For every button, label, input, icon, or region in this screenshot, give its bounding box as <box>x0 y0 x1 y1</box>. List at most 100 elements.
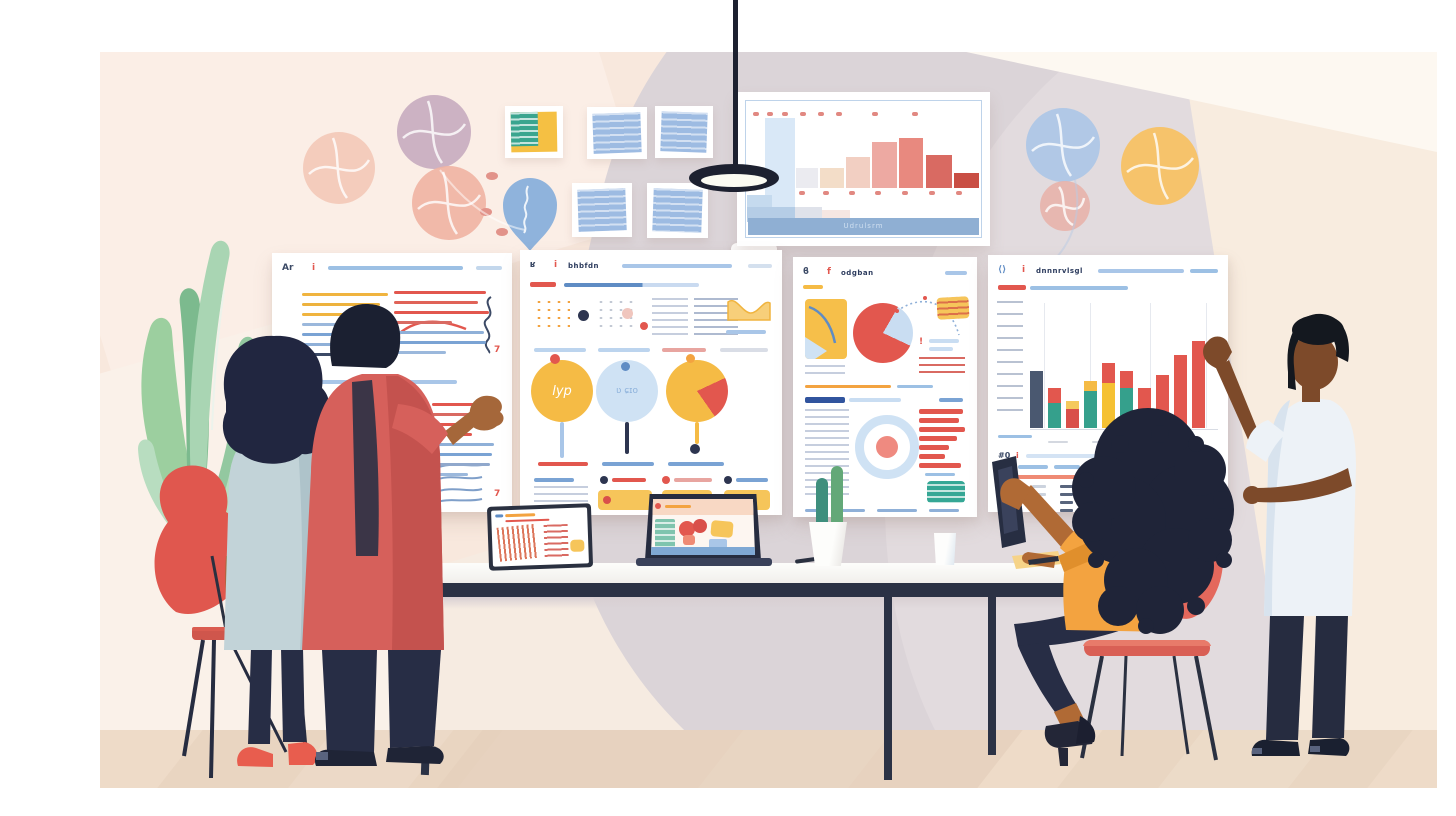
poster2-header-right <box>748 264 772 268</box>
histogram-bar <box>954 173 979 188</box>
pseudo-text-line <box>302 323 366 326</box>
poster2-subtitle-line <box>622 264 732 268</box>
poster1-header: Ar ⅰ <box>282 263 502 277</box>
histogram-bar <box>872 142 897 188</box>
pinned-note-frame <box>572 183 632 237</box>
poster2-progress-bar <box>564 283 699 287</box>
poster3-orange-line-cont <box>897 385 933 388</box>
pseudo-text-line <box>432 403 494 406</box>
poster3-note-line <box>929 347 953 351</box>
bar-segment <box>1102 383 1115 428</box>
balloon-doodle <box>503 178 557 251</box>
histogram-tick <box>875 191 881 195</box>
poster4-logo-icon: ⟨⟩ <box>998 265 1007 275</box>
bar-segment <box>1084 391 1097 428</box>
poster4-s2-blue-chip <box>1018 465 1048 469</box>
poster3-donut-chart <box>855 415 919 479</box>
bar-segment <box>1066 409 1079 428</box>
pseudo-text-line <box>302 303 380 306</box>
histogram-tick <box>800 112 806 116</box>
pinned-note-frame <box>587 107 647 159</box>
pseudo-text-line <box>302 353 340 356</box>
poster4-info-mark: i <box>1022 265 1026 275</box>
histogram-tick <box>818 112 824 116</box>
poster4-s2-orange-bar <box>998 475 1108 479</box>
histogram-bar <box>899 138 923 188</box>
bar-segment <box>1084 381 1097 391</box>
poster3-footer-label <box>877 509 917 512</box>
decor-circle-lines <box>1126 132 1195 200</box>
poster2-mini-area-chart <box>727 299 771 321</box>
poster4-s2-blue-chip <box>1054 465 1080 469</box>
poster1-title-line <box>328 266 463 270</box>
pendant-lamp-light <box>701 174 767 187</box>
poster4-header: ⟨⟩ i dnnnrvlsgl <box>998 265 1218 279</box>
histogram-tick <box>912 112 918 116</box>
poster2-kpi-1-label <box>538 462 588 466</box>
poster3-footer-label <box>929 509 959 512</box>
poster2-header: ʁ i bhbfdn <box>530 260 772 274</box>
poster3-section-right <box>939 398 963 402</box>
histogram-tick <box>767 112 773 116</box>
cactus-stem-dark <box>816 478 828 526</box>
poster2-mini-table-labels <box>652 298 688 338</box>
pinned-note-frame <box>505 106 563 158</box>
stacked-bar <box>1030 371 1043 428</box>
poster4-s2-glyph: #0 <box>998 451 1011 460</box>
poster3-header-right <box>945 271 967 275</box>
red-list-bar <box>919 427 965 432</box>
poster2-kpi-3-label <box>668 462 724 466</box>
poster3-card-caption <box>805 365 845 377</box>
poster2-footnote-header <box>534 478 574 482</box>
table-cell-bar <box>1060 485 1073 488</box>
stacked-bar <box>1066 401 1079 428</box>
poster2-dot-pink <box>622 308 633 319</box>
poster3-title: odgban <box>841 269 874 277</box>
poster2-section-label <box>598 348 650 352</box>
poster1-squiggle-bracket <box>483 296 492 354</box>
poster1-mark: 7 <box>494 489 501 499</box>
stacked-bar <box>1174 355 1187 428</box>
bar-segment <box>1120 371 1133 388</box>
poster4-title: dnnnrvlsgl <box>1036 267 1083 275</box>
poster2-legend-dot <box>662 476 670 484</box>
poster2-kpi-circle-3 <box>666 360 728 422</box>
poster2-kpi-3-dot <box>686 354 695 363</box>
histogram-tick <box>929 191 935 195</box>
decor-circle-lines <box>402 100 467 164</box>
red-list-bar <box>919 418 959 423</box>
poster1-bullet: ⅰ <box>312 263 316 273</box>
histogram-bar <box>796 168 818 188</box>
pinned-note-frame <box>647 183 708 238</box>
histogram-tick <box>753 112 759 116</box>
bar-segment <box>1030 371 1043 428</box>
cactus-pot <box>809 522 847 566</box>
laptop-orange-blob <box>683 535 695 545</box>
histogram-footer-band: Udrulsrm <box>748 218 979 235</box>
person-standing-man-red <box>302 304 504 766</box>
pseudo-text-line <box>302 293 388 296</box>
poster-pie-report: ϐ f odgban ! <box>793 257 977 517</box>
poster2-yellow-card <box>598 490 652 510</box>
poster2-kpi-circle-1: lyp <box>531 360 593 422</box>
poster4-axis-caption <box>998 435 1032 438</box>
stacked-bar <box>1192 341 1205 428</box>
poster2-kpi-1-glyph: lyp <box>552 383 572 399</box>
poster2-section-label <box>720 348 768 352</box>
histogram-tick <box>956 191 962 195</box>
poster2-title: bhbfdn <box>568 262 600 270</box>
pseudo-text-line <box>394 331 484 334</box>
poster2-kpi-3-stem <box>695 422 699 444</box>
histogram-tick <box>902 191 908 195</box>
cactus-stem-green <box>831 466 843 526</box>
table-leg <box>988 595 996 755</box>
poster2-legend-label <box>736 478 768 482</box>
poster3-teal-card <box>927 481 965 503</box>
laptop-header-bar <box>665 505 691 508</box>
histogram-tick <box>836 112 842 116</box>
table-cell-bar <box>1060 493 1073 496</box>
pseudo-text-line <box>432 443 494 446</box>
